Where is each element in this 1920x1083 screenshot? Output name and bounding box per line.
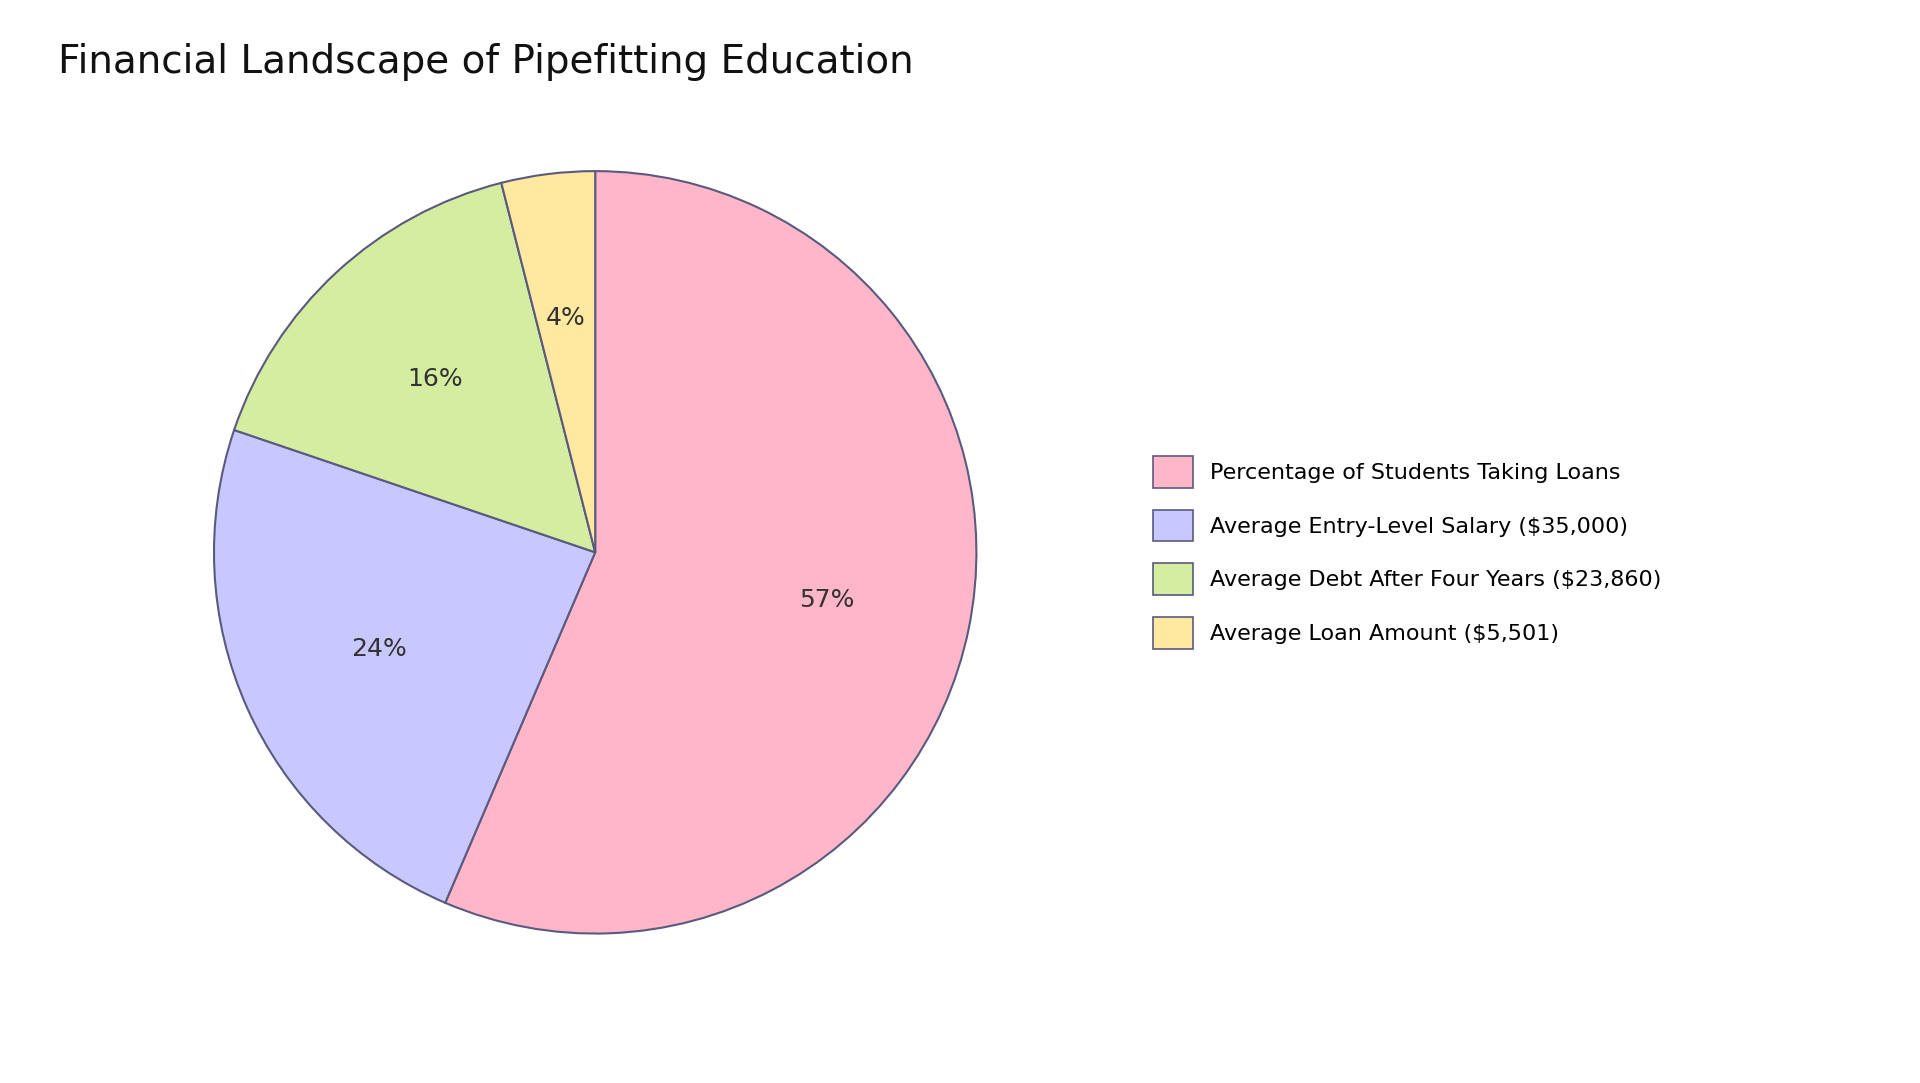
Wedge shape [213,430,595,903]
Text: 4%: 4% [545,305,586,330]
Text: Financial Landscape of Pipefitting Education: Financial Landscape of Pipefitting Educa… [58,43,914,81]
Wedge shape [234,183,595,552]
Wedge shape [501,171,595,552]
Wedge shape [445,171,977,934]
Text: 16%: 16% [407,367,463,391]
Text: 57%: 57% [799,588,854,612]
Legend: Percentage of Students Taking Loans, Average Entry-Level Salary ($35,000), Avera: Percentage of Students Taking Loans, Ave… [1131,434,1684,670]
Text: 24%: 24% [351,637,407,661]
